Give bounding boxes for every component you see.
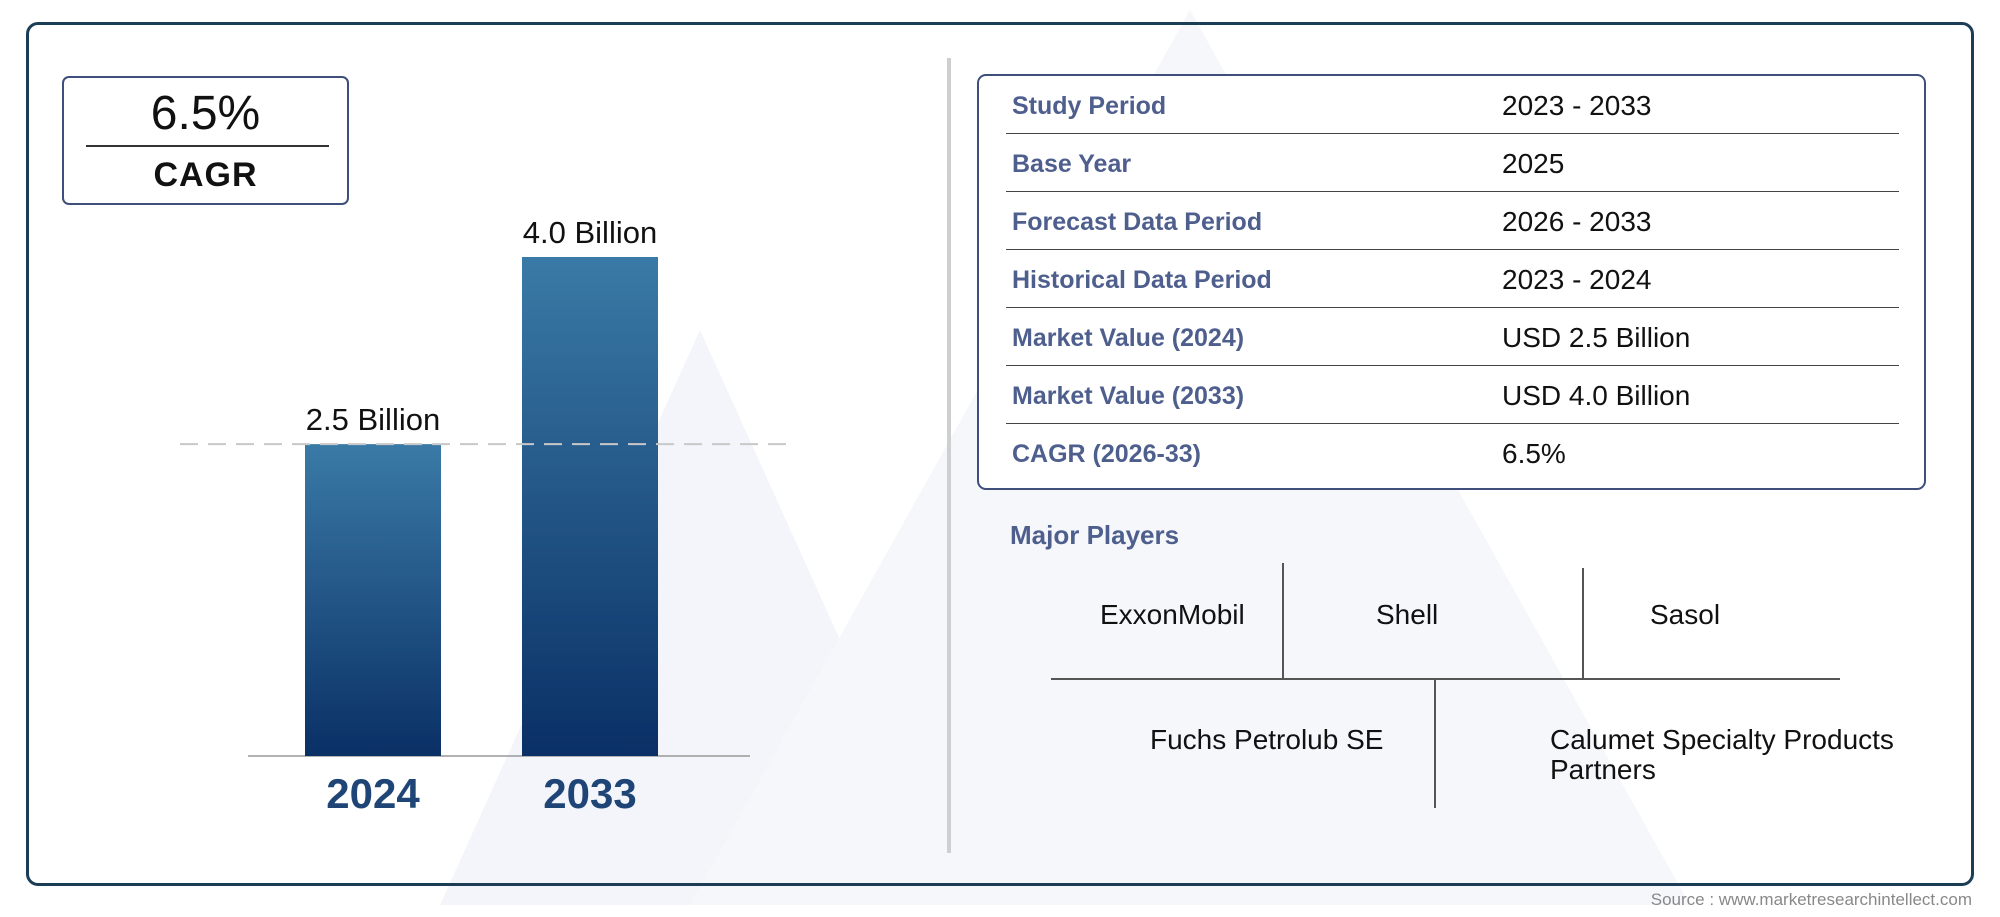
player-name: ExxonMobil: [1100, 599, 1245, 630]
player-divider: [1282, 563, 1284, 678]
table-row: CAGR (2026-33) 6.5%: [1006, 424, 1899, 482]
bar-data-label: 2.5 Billion: [306, 402, 440, 437]
row-divider: [1006, 190, 1899, 192]
bar-data-label: 4.0 Billion: [523, 215, 657, 250]
market-info-table: Study Period 2023 - 2033 Base Year 2025 …: [977, 74, 1926, 490]
table-row: Historical Data Period 2023 - 2024: [1006, 250, 1899, 308]
player-divider: [1434, 680, 1436, 808]
row-value: 2023 - 2024: [1502, 264, 1652, 295]
section-divider: [947, 58, 951, 853]
table-row: Study Period 2023 - 2033: [1006, 76, 1899, 134]
table-row: Forecast Data Period 2026 - 2033: [1006, 192, 1899, 250]
row-label: Historical Data Period: [1012, 266, 1272, 294]
cagr-divider: [86, 145, 329, 147]
bar-2024: [305, 444, 441, 756]
cagr-value: 6.5%: [150, 87, 261, 140]
row-divider: [1006, 248, 1899, 250]
player-name: Calumet Specialty Products Partners: [1550, 724, 1894, 785]
table-row: Market Value (2024) USD 2.5 Billion: [1006, 308, 1899, 366]
row-divider: [1006, 306, 1899, 308]
source-text: Source : www.marketresearchintellect.com: [1650, 890, 1972, 909]
row-label: Forecast Data Period: [1012, 208, 1263, 236]
player-divider: [1051, 678, 1840, 680]
player-name: Shell: [1376, 599, 1439, 630]
row-divider: [1006, 364, 1899, 366]
cagr-label: CAGR: [153, 156, 258, 194]
outer-frame: [26, 22, 1974, 886]
x-tick-label: 2033: [543, 770, 636, 817]
bar-chart: 2.5 Billion 2024 4.0 Billion 2033: [180, 215, 790, 817]
row-value: 2023 - 2033: [1502, 90, 1652, 121]
table-row: Market Value (2033) USD 4.0 Billion: [1006, 366, 1899, 424]
cagr-badge: 6.5% CAGR: [62, 76, 349, 205]
player-divider: [1582, 568, 1584, 678]
row-value: USD 4.0 Billion: [1502, 380, 1691, 411]
row-value: USD 2.5 Billion: [1502, 322, 1691, 353]
bar-2033: [522, 257, 658, 756]
row-value: 6.5%: [1502, 438, 1566, 469]
row-value: 2025: [1502, 148, 1565, 179]
row-label: Study Period: [1012, 92, 1167, 120]
row-label: CAGR (2026-33): [1012, 440, 1201, 468]
table-row: Base Year 2025: [1006, 134, 1899, 192]
row-value: 2026 - 2033: [1502, 206, 1652, 237]
row-label: Market Value (2024): [1012, 324, 1245, 352]
major-players-title: Major Players: [1010, 520, 1180, 550]
row-divider: [1006, 422, 1899, 424]
player-name: Fuchs Petrolub SE: [1150, 724, 1384, 755]
row-label: Market Value (2033): [1012, 382, 1245, 410]
x-tick-label: 2024: [326, 770, 420, 817]
row-divider: [1006, 132, 1899, 134]
player-name: Sasol: [1650, 599, 1721, 630]
row-label: Base Year: [1012, 150, 1132, 178]
